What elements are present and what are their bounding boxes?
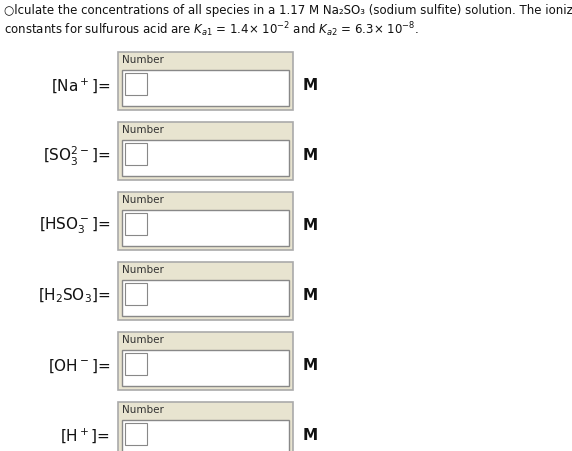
Text: M: M — [303, 218, 318, 234]
Text: M: M — [303, 78, 318, 93]
FancyBboxPatch shape — [125, 423, 147, 445]
Text: Number: Number — [122, 405, 164, 415]
FancyBboxPatch shape — [122, 350, 289, 386]
Text: Number: Number — [122, 55, 164, 65]
FancyBboxPatch shape — [118, 402, 293, 451]
Text: Number: Number — [122, 335, 164, 345]
Text: Number: Number — [122, 125, 164, 135]
Text: M: M — [303, 428, 318, 443]
Text: [Na$^+$]=: [Na$^+$]= — [50, 77, 110, 95]
FancyBboxPatch shape — [122, 70, 289, 106]
FancyBboxPatch shape — [118, 192, 293, 250]
Text: Number: Number — [122, 265, 164, 275]
Text: Number: Number — [122, 195, 164, 205]
FancyBboxPatch shape — [118, 262, 293, 320]
FancyBboxPatch shape — [125, 143, 147, 165]
FancyBboxPatch shape — [125, 213, 147, 235]
FancyBboxPatch shape — [118, 52, 293, 110]
FancyBboxPatch shape — [125, 353, 147, 375]
Text: [H$_2$SO$_3$]=: [H$_2$SO$_3$]= — [38, 287, 110, 305]
Text: ○lculate the concentrations of all species in a 1.17 M Na₂SO₃ (sodium sulfite) s: ○lculate the concentrations of all speci… — [4, 4, 572, 17]
FancyBboxPatch shape — [122, 280, 289, 316]
FancyBboxPatch shape — [125, 283, 147, 305]
FancyBboxPatch shape — [122, 210, 289, 246]
FancyBboxPatch shape — [118, 122, 293, 180]
FancyBboxPatch shape — [122, 140, 289, 176]
Text: [OH$^-$]=: [OH$^-$]= — [48, 357, 110, 375]
FancyBboxPatch shape — [122, 420, 289, 451]
Text: [HSO$_3^-$]=: [HSO$_3^-$]= — [39, 216, 110, 236]
Text: [H$^+$]=: [H$^+$]= — [60, 427, 110, 445]
Text: M: M — [303, 359, 318, 373]
FancyBboxPatch shape — [125, 73, 147, 95]
FancyBboxPatch shape — [118, 332, 293, 390]
Text: M: M — [303, 289, 318, 304]
Text: constants for sulfurous acid are $K_{a1}$ = 1.4× 10$^{-2}$ and $K_{a2}$ = 6.3× 1: constants for sulfurous acid are $K_{a1}… — [4, 20, 419, 39]
Text: M: M — [303, 148, 318, 164]
Text: [SO$_3^{2-}$]=: [SO$_3^{2-}$]= — [43, 144, 110, 168]
